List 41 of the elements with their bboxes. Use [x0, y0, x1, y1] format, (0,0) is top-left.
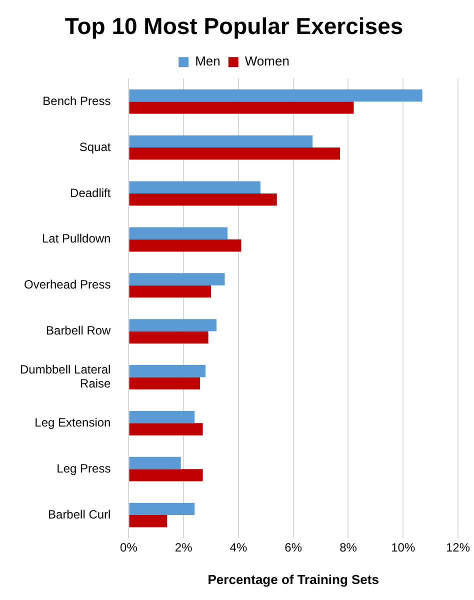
bar [129, 239, 242, 252]
bar [129, 285, 212, 298]
bar [129, 89, 422, 102]
bar [129, 515, 168, 528]
y-tick-label: Leg Extension [34, 415, 111, 430]
bar [129, 273, 225, 286]
bar [129, 502, 195, 516]
x-tick-label: 4% [230, 540, 248, 555]
y-tick-label: Bench Press [42, 94, 111, 108]
bar [129, 148, 340, 160]
x-tick-label: 6% [284, 540, 302, 555]
x-tick-label: 12% [446, 540, 470, 555]
y-tick-label: Barbell Row [46, 324, 112, 338]
legend-label: Women [244, 54, 290, 69]
chart-title: Top 10 Most Popular Exercises [64, 13, 404, 40]
bar [129, 377, 200, 390]
x-tick-label: 10% [391, 540, 416, 555]
y-tick-label: Squat [79, 140, 112, 154]
bar [129, 227, 228, 240]
bar [129, 102, 354, 114]
bar [129, 410, 195, 424]
bar [129, 181, 260, 194]
x-tick-label: 2% [174, 540, 193, 555]
x-tick-label: 8% [340, 540, 358, 555]
bar [129, 331, 208, 344]
y-tick-label: Deadlift [70, 186, 112, 200]
bar [129, 469, 203, 482]
y-tick-label: Barbell Curl [48, 507, 111, 522]
y-tick-label: Dumbbell Lateral Raise [20, 362, 112, 391]
y-tick-label: Leg Press [56, 461, 111, 476]
legend-label: Men [195, 54, 220, 69]
bar [129, 193, 277, 206]
bar [129, 319, 217, 332]
x-axis-title: Percentage of Training Sets [208, 572, 379, 587]
bar [129, 423, 203, 436]
bar [129, 456, 181, 470]
y-tick-label: Overhead Press [24, 278, 111, 292]
bar [129, 135, 313, 148]
y-tick-label: Lat Pulldown [42, 232, 111, 246]
bar [129, 365, 206, 378]
x-tick-label: 0% [120, 540, 138, 555]
